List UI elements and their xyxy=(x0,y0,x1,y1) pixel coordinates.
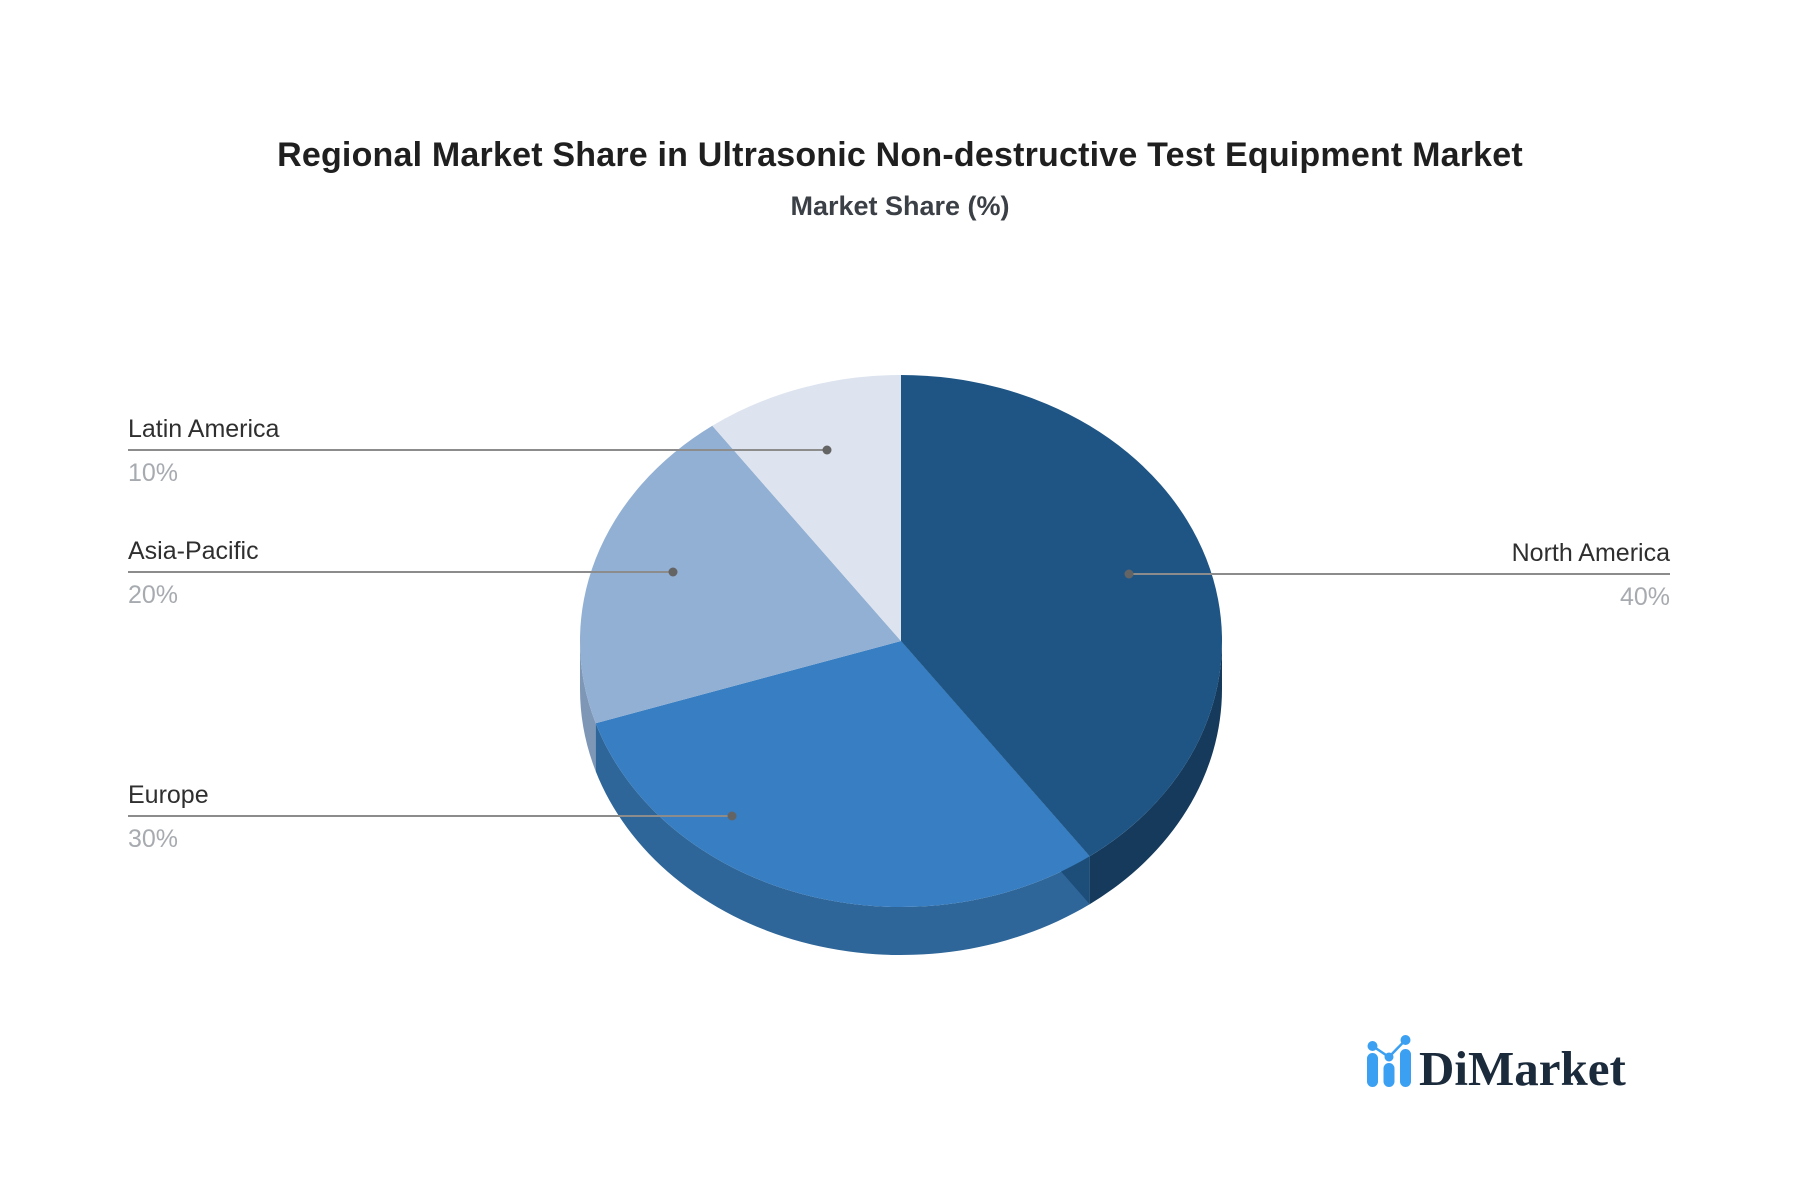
callout-label: Asia-Pacific xyxy=(128,537,259,565)
brand-logo-text: DiMarket xyxy=(1419,1041,1626,1096)
callout-label: Latin America xyxy=(128,415,280,443)
brand-logo-icon xyxy=(1367,1035,1411,1087)
leader-dot-europe xyxy=(727,811,737,821)
pie-side-europe xyxy=(595,723,1090,956)
pie-side-north-america xyxy=(1089,641,1222,905)
pie-side-asia-pacific xyxy=(580,641,596,772)
callout-value: 10% xyxy=(128,459,179,487)
callout-value: 20% xyxy=(128,581,179,609)
leader-dot-north-america xyxy=(1124,569,1134,579)
leader-dot-asia-pacific xyxy=(668,567,678,577)
callout-label: North America xyxy=(1511,539,1670,567)
pie-slice-europe[interactable] xyxy=(595,641,1090,908)
pie-slice-latin-america[interactable] xyxy=(712,375,901,641)
chart-title: Regional Market Share in Ultrasonic Non-… xyxy=(277,136,1523,174)
callout-label: Europe xyxy=(128,781,209,809)
callout-value: 30% xyxy=(128,825,179,853)
callout-value: 40% xyxy=(1619,583,1670,611)
leader-dot-latin-america xyxy=(822,445,832,455)
chart-subtitle: Market Share (%) xyxy=(790,191,1010,221)
pie-slice-asia-pacific[interactable] xyxy=(579,425,901,724)
pie-slice-north-america[interactable] xyxy=(901,375,1223,857)
